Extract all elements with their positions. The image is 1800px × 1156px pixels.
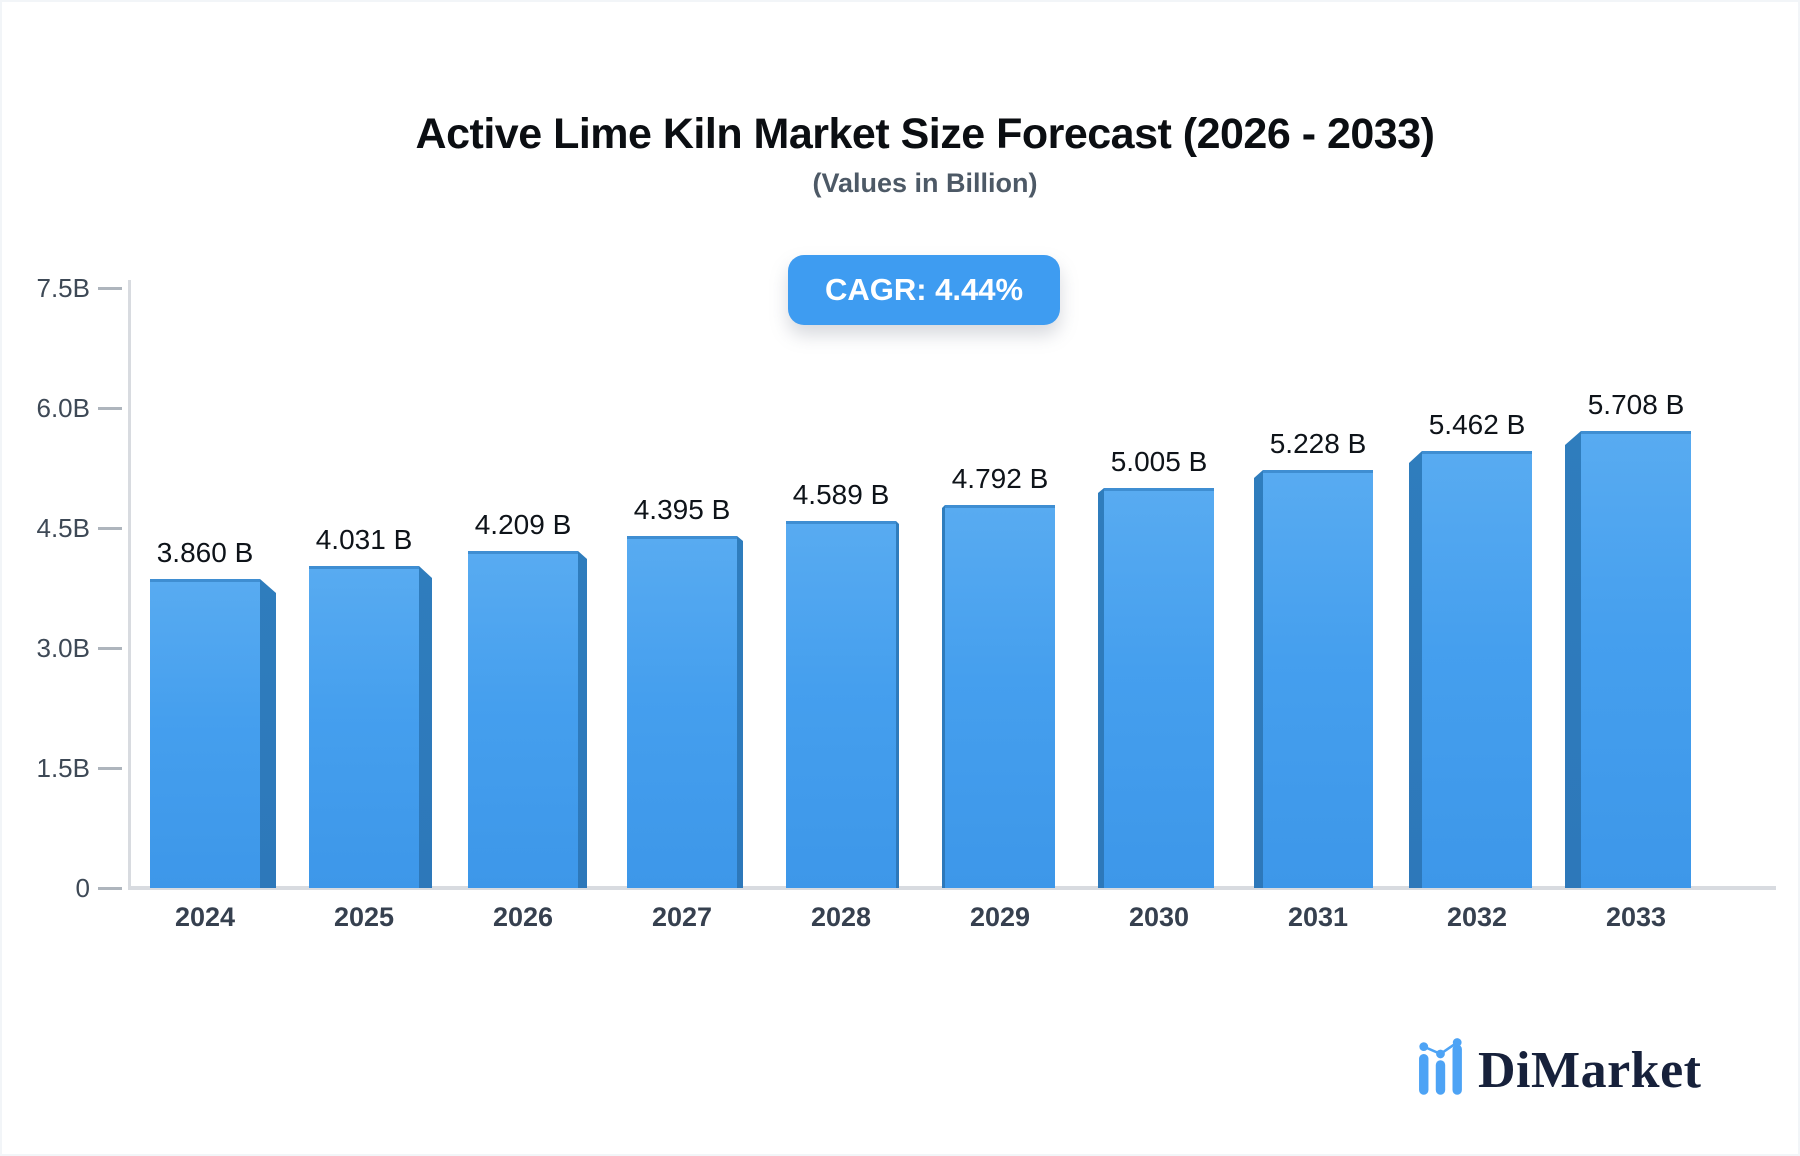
bar-2029: [945, 505, 1055, 888]
x-tick-label: 2027: [651, 902, 713, 932]
bar-2031: [1263, 470, 1373, 888]
bar-value-label: 4.031 B: [315, 524, 413, 555]
x-tick-label: 2029: [969, 902, 1031, 932]
bar-2024: [150, 579, 260, 888]
bar-side-face-2026: [578, 551, 587, 888]
x-axis-line: [128, 886, 1776, 890]
bar-value-label: 5.005 B: [1110, 446, 1208, 477]
y-tick-label: 3.0B: [36, 633, 91, 663]
y-tick-label: 4.5B: [36, 513, 91, 543]
y-tick-dash: [98, 407, 122, 410]
bar-2026: [468, 551, 578, 888]
y-tick-label: 7.5B: [36, 273, 91, 303]
bar-side-face-2025: [419, 566, 432, 888]
bar-2032: [1422, 451, 1532, 888]
brand-logo: DiMarket: [1418, 1038, 1701, 1100]
brand-name: DiMarket: [1478, 1042, 1702, 1099]
bar-side-face-2032: [1409, 451, 1422, 888]
x-tick-label: 2028: [810, 902, 872, 932]
y-tick-dash: [98, 287, 122, 290]
page-title: Active Lime Kiln Market Size Forecast (2…: [415, 110, 1435, 158]
x-tick-label: 2025: [333, 902, 395, 932]
bar-side-face-2024: [260, 579, 276, 888]
y-tick-dash: [98, 527, 122, 530]
bar-value-label: 5.708 B: [1587, 389, 1685, 420]
y-tick-label: 6.0B: [36, 393, 91, 423]
x-tick-label: 2033: [1605, 902, 1667, 932]
bar-side-face-2031: [1254, 470, 1263, 888]
bar-side-face-2033: [1565, 431, 1581, 888]
bar-side-face-2027: [737, 536, 743, 888]
bar-value-label: 4.395 B: [633, 494, 731, 525]
bar-2027: [627, 536, 737, 888]
bar-side-face-2028: [896, 521, 899, 888]
chart-subtitle: (Values in Billion): [812, 168, 1038, 198]
bar-value-label: 4.209 B: [474, 509, 572, 540]
dimarket-bar-chart-logo-icon: [1418, 1038, 1464, 1100]
bar-2030: [1104, 488, 1214, 888]
y-tick-dash: [98, 767, 122, 770]
x-tick-label: 2032: [1446, 902, 1508, 932]
x-tick-label: 2030: [1128, 902, 1190, 932]
x-tick-label: 2024: [174, 902, 236, 932]
bar-value-label: 4.589 B: [792, 479, 890, 510]
y-tick-label: 1.5B: [36, 753, 91, 783]
bar-value-label: 5.462 B: [1428, 409, 1526, 440]
x-tick-label: 2031: [1287, 902, 1349, 932]
y-tick-dash: [98, 647, 122, 650]
x-tick-label: 2026: [492, 902, 554, 932]
bar-2025: [309, 566, 419, 888]
cagr-badge: CAGR: 4.44%: [788, 255, 1060, 325]
bar-value-label: 3.860 B: [156, 537, 254, 568]
bar-value-label: 4.792 B: [951, 463, 1049, 494]
y-tick-dash: [98, 887, 122, 890]
bar-side-face-2029: [942, 505, 945, 888]
bar-2033: [1581, 431, 1691, 888]
y-axis-line: [128, 280, 131, 888]
y-tick-label: 0: [75, 873, 90, 903]
bar-side-face-2030: [1098, 488, 1104, 888]
bar-value-label: 5.228 B: [1269, 428, 1367, 459]
bar-2028: [786, 521, 896, 888]
